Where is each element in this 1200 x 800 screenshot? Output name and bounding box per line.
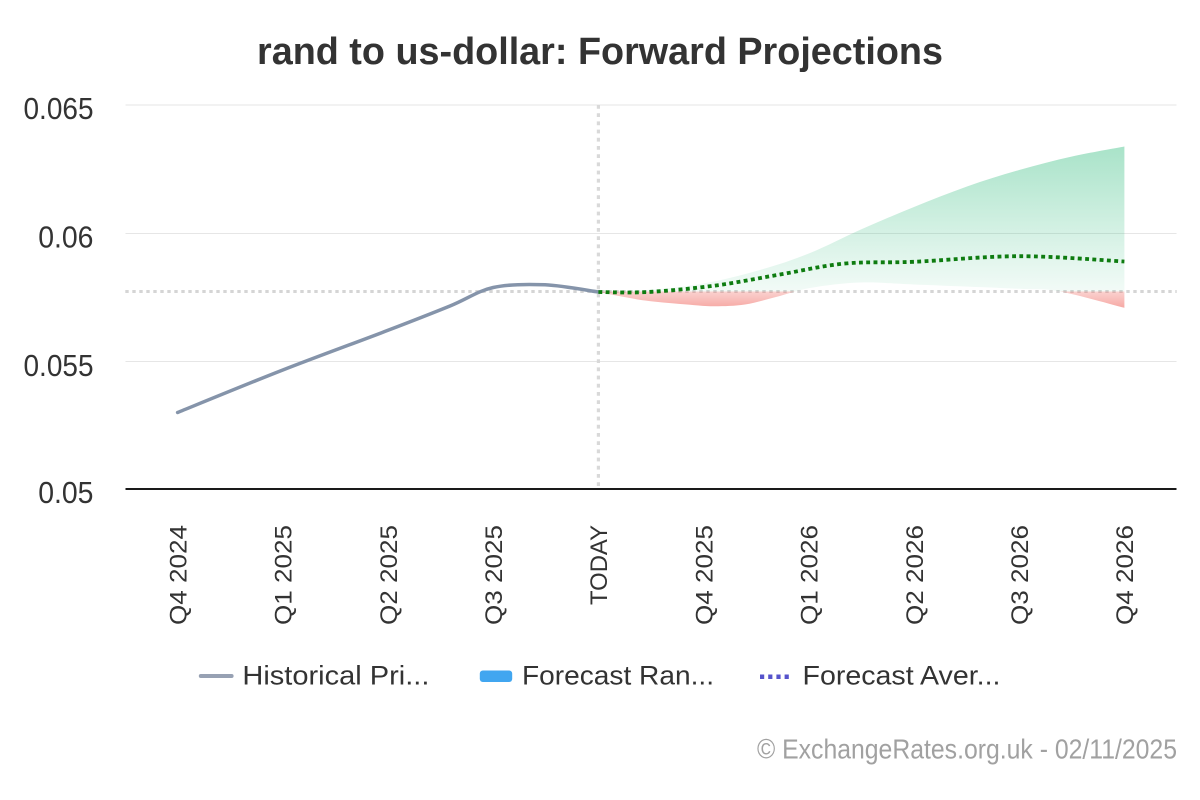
svg-text:Q4 2024: Q4 2024 — [165, 525, 192, 625]
svg-text:TODAY: TODAY — [586, 525, 613, 605]
svg-text:Forecast Ran...: Forecast Ran... — [522, 660, 714, 690]
svg-text:Q2 2026: Q2 2026 — [902, 525, 929, 625]
svg-text:Q2 2025: Q2 2025 — [376, 525, 403, 625]
svg-text:Forecast Aver...: Forecast Aver... — [803, 661, 1001, 691]
svg-text:Q1 2026: Q1 2026 — [797, 525, 824, 625]
svg-text:0.065: 0.065 — [24, 91, 94, 126]
svg-text:0.055: 0.055 — [24, 348, 94, 383]
svg-text:Q1 2025: Q1 2025 — [271, 525, 298, 625]
svg-text:rand to us-dollar: Forward Pro: rand to us-dollar: Forward Projections — [257, 31, 943, 73]
svg-text:Q3 2025: Q3 2025 — [481, 525, 508, 625]
svg-text:0.06: 0.06 — [38, 220, 93, 255]
svg-text:0.05: 0.05 — [38, 475, 93, 510]
svg-text:© ExchangeRates.org.uk - 02/11: © ExchangeRates.org.uk - 02/11/2025 — [757, 734, 1177, 765]
svg-text:Q4 2026: Q4 2026 — [1112, 525, 1139, 625]
svg-text:Q4 2025: Q4 2025 — [691, 525, 718, 625]
svg-text:Q3 2026: Q3 2026 — [1007, 525, 1034, 625]
svg-text:Historical Pri...: Historical Pri... — [242, 660, 429, 690]
